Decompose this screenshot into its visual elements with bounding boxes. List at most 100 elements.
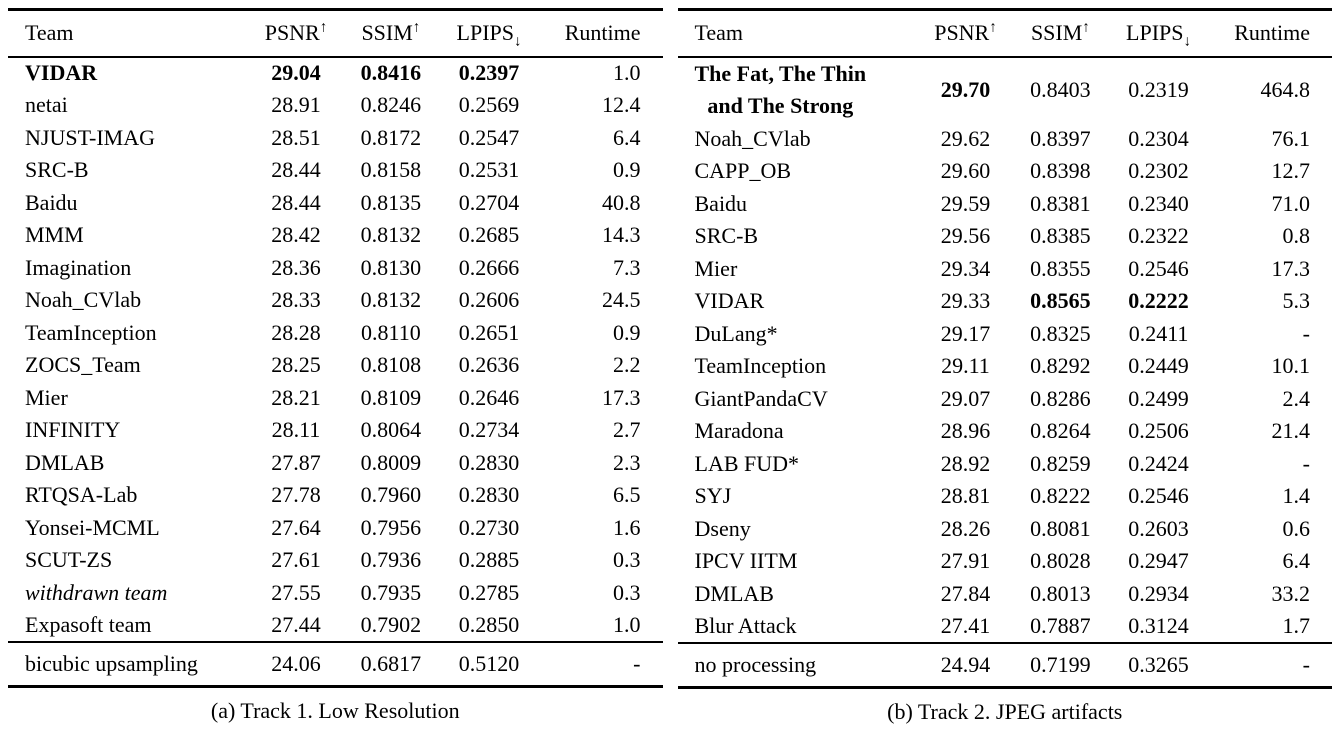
cell-psnr: 28.91 <box>271 92 321 118</box>
table-row: Mier 29.34 0.8355 0.2546 17.3 <box>678 253 1333 286</box>
cell-team: Mier <box>694 255 738 281</box>
cell-lpips: 0.2546 <box>1128 483 1189 509</box>
cell-lpips: 0.2449 <box>1128 353 1189 379</box>
cell-team: netai <box>25 92 68 118</box>
table-row: VIDAR 29.33 0.8565 0.2222 5.3 <box>678 285 1333 318</box>
cell-runtime: 17.3 <box>1271 255 1311 281</box>
cell-team: Blur Attack <box>694 612 797 638</box>
column-header-runtime: Runtime <box>538 10 662 57</box>
cell-runtime: 17.3 <box>602 384 641 410</box>
cell-runtime: 6.4 <box>613 124 641 150</box>
cell-runtime: 6.4 <box>1282 548 1311 574</box>
cell-psnr: 28.81 <box>940 483 991 509</box>
table-body: The Fat, The Thin and The Strong 29.70 0.8 4… <box>677 57 1333 643</box>
cell-runtime: 5.3 <box>1282 288 1311 314</box>
cell-runtime: - <box>1302 320 1310 346</box>
column-header-lpips: LPIPS↓ <box>440 10 538 57</box>
cell-ssim: 0.8381 <box>1030 190 1091 216</box>
cell-psnr: 28.96 <box>940 418 991 444</box>
cell-lpips: 0.2830 <box>458 482 520 508</box>
column-header-psnr: PSNR↑ <box>920 10 1012 57</box>
cell-runtime: 464.8 <box>1260 77 1311 103</box>
table-body: VIDAR 29.04 0.8416 0.2397 1.0 netai 28.91 0.824… <box>8 57 663 642</box>
cell-ssim: 0.7902 <box>360 611 422 637</box>
cell-runtime: 7.3 <box>613 254 641 280</box>
cell-psnr: 29.17 <box>940 320 991 346</box>
cell-lpips: 0.5120 <box>458 650 520 676</box>
cell-ssim: 0.7935 <box>360 579 422 605</box>
cell-lpips: 0.2531 <box>458 157 520 183</box>
cell-runtime: 21.4 <box>1271 418 1311 444</box>
table-row: LAB FUD* 28.92 0.8259 0.2424 - <box>678 448 1333 481</box>
column-header-label: Runtime <box>564 20 641 46</box>
cell-ssim: 0.8158 <box>360 157 422 183</box>
column-header-label: SSIM <box>1030 20 1083 46</box>
cell-ssim: 0.8292 <box>1030 353 1091 379</box>
table-caption: (a) Track 1. Low Resolution <box>210 698 460 723</box>
cell-psnr: 28.11 <box>271 417 321 443</box>
cell-lpips: 0.2666 <box>458 254 520 280</box>
cell-psnr: 27.87 <box>271 449 321 475</box>
table-row: DMLAB 27.87 0.8009 0.2830 2.3 <box>8 447 663 480</box>
cell-ssim: 0.8397 <box>1030 125 1091 151</box>
cell-runtime: 1.6 <box>613 514 641 540</box>
cell-lpips: 0.2606 <box>458 287 520 313</box>
cell-lpips: 0.2947 <box>1128 548 1189 574</box>
cell-ssim: 0.8132 <box>360 287 422 313</box>
cell-psnr: 27.55 <box>271 579 321 605</box>
cell-team: INFINITY <box>25 417 121 443</box>
cell-team: The Fat, The Thin and The Strong <box>678 57 920 123</box>
cell-ssim: 0.8130 <box>360 254 422 280</box>
baseline-row-group: no processing 24.94 0.7199 0.3265 - <box>678 643 1333 688</box>
table-row: IPCV IITM 27.91 0.8028 0.2947 6.4 <box>678 545 1333 578</box>
cell-lpips: 0.3124 <box>1128 612 1189 638</box>
cell-psnr: 27.78 <box>271 482 321 508</box>
cell-runtime: 0.8 <box>1282 223 1311 249</box>
cell-team: VIDAR <box>694 288 765 314</box>
cell-team: Baidu <box>25 189 78 215</box>
cell-runtime: - <box>633 650 641 676</box>
column-header-runtime: Runtime <box>1208 10 1332 57</box>
cell-psnr: 28.44 <box>271 157 321 183</box>
cell-lpips: 0.2499 <box>1128 385 1189 411</box>
cell-ssim: 0.8565 <box>1030 288 1091 314</box>
results-table: Team PSNR↑ SSIM↑ LPIPS↓ Runtime The Fat, The… <box>677 8 1333 689</box>
cell-team: Noah_CVlab <box>694 125 811 151</box>
column-header-team: Team <box>678 10 920 57</box>
table-row: TeamInception 28.28 0.8110 0.2651 0.9 <box>8 317 663 350</box>
cell-psnr: 28.25 <box>271 352 321 378</box>
cell-psnr: 28.42 <box>271 222 321 248</box>
cell-psnr: 29.33 <box>940 288 991 314</box>
cell-psnr: 29.56 <box>940 223 991 249</box>
cell-psnr: 24.94 <box>940 651 991 677</box>
cell-ssim: 0.8246 <box>360 92 422 118</box>
cell-ssim: 0.7936 <box>360 547 422 573</box>
cell-team: GiantPandaCV <box>694 385 828 411</box>
cell-psnr: 28.36 <box>271 254 321 280</box>
header-row: Team PSNR↑ SSIM↑ LPIPS↓ Runtime <box>8 10 663 57</box>
cell-lpips: 0.2546 <box>1128 255 1189 281</box>
cell-psnr: 29.70 <box>940 77 991 103</box>
cell-ssim: 0.8286 <box>1030 385 1091 411</box>
cell-lpips: 0.2785 <box>458 579 520 605</box>
table-row: withdrawn team 27.55 0.7935 0.2785 0.3 <box>8 577 663 610</box>
baseline-row: no processing 24.94 0.7199 0.3265 - <box>678 643 1333 688</box>
cell-psnr: 28.44 <box>271 189 321 215</box>
cell-team: withdrawn team <box>25 579 168 605</box>
cell-runtime: 10.1 <box>1271 353 1311 379</box>
cell-lpips: 0.2424 <box>1128 450 1189 476</box>
table-row: SCUT-ZS 27.61 0.7936 0.2885 0.3 <box>8 544 663 577</box>
cell-runtime: 0.9 <box>613 157 641 183</box>
table-row: Blur Attack 27.41 0.7887 0.3124 1.7 <box>678 610 1333 643</box>
cell-lpips: 0.2885 <box>458 547 520 573</box>
cell-ssim: 0.8135 <box>360 189 422 215</box>
cell-team: Baidu <box>694 190 748 216</box>
cell-ssim: 0.8064 <box>360 417 422 443</box>
cell-team: ZOCS_Team <box>25 352 141 378</box>
cell-psnr: 29.04 <box>271 60 321 86</box>
cell-lpips: 0.2636 <box>458 352 520 378</box>
table-row: Maradona 28.96 0.8264 0.2506 21.4 <box>678 415 1333 448</box>
table-row: Baidu 29.59 0.8381 0.2340 71.0 <box>678 188 1333 221</box>
cell-runtime: - <box>1302 651 1310 677</box>
